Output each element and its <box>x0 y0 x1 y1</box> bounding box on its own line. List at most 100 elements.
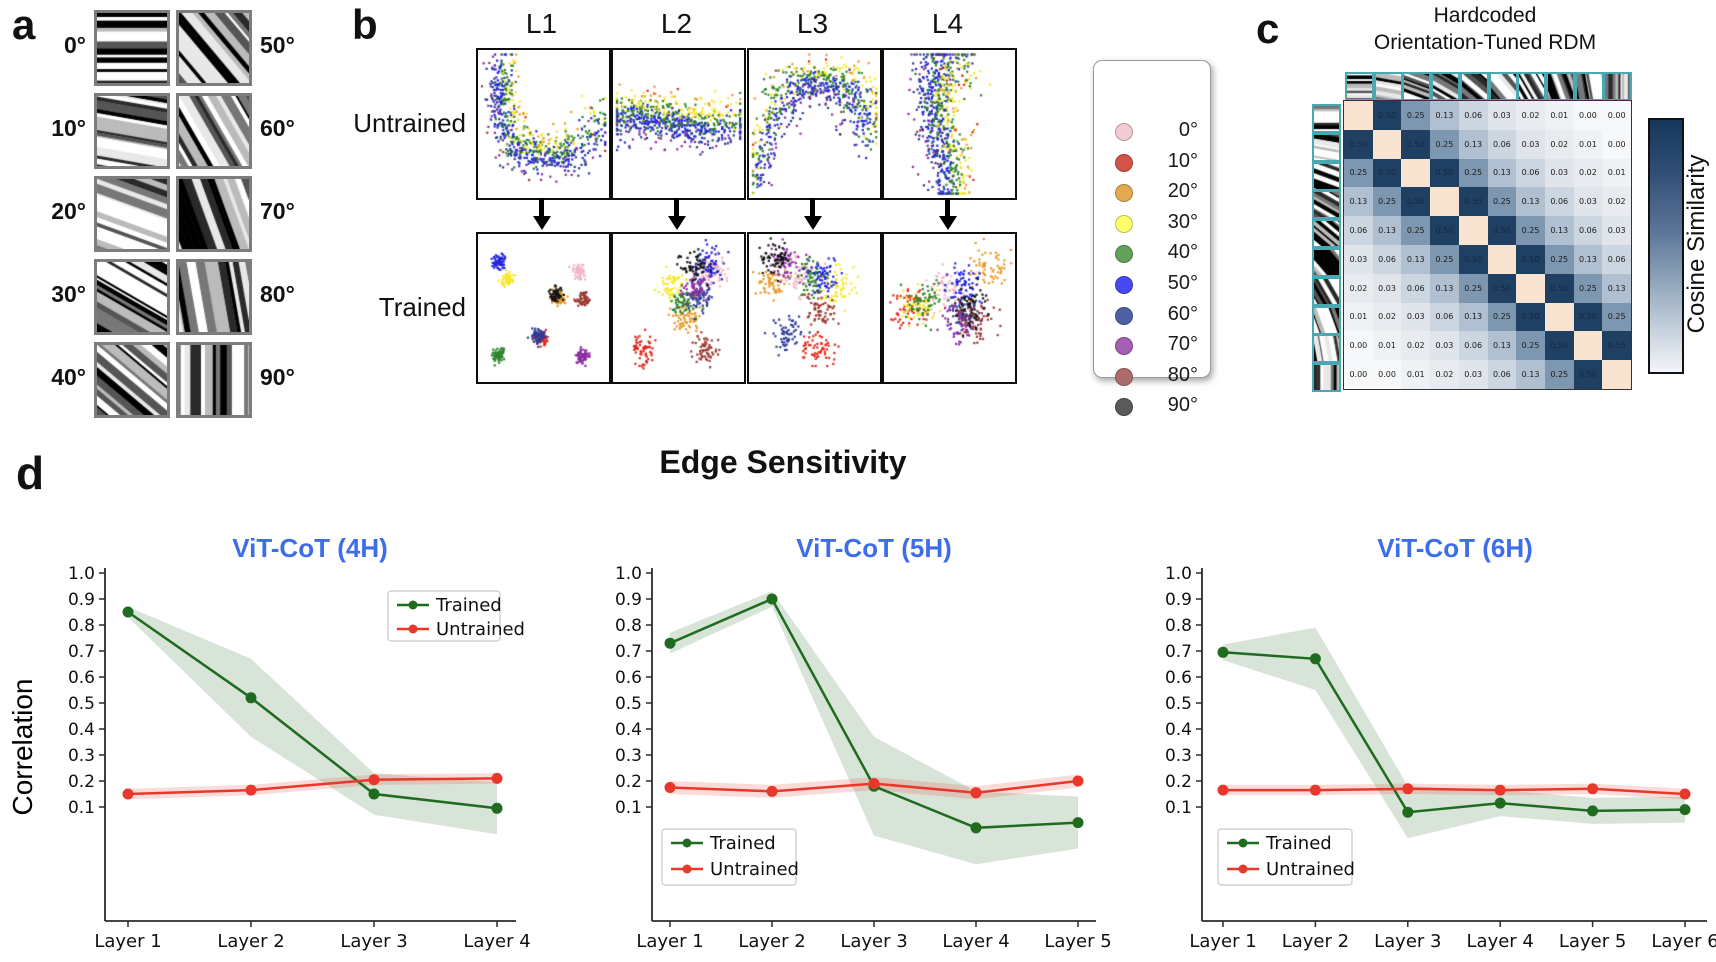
rdm-cell: 0.25 <box>1602 302 1631 332</box>
chart-title: ViT-CoT (6H) <box>1377 533 1533 563</box>
legend-item-label: 40° <box>1167 241 1198 264</box>
rdm-top-thumb-0deg <box>1345 72 1374 101</box>
rdm-left-thumb-30deg <box>1312 190 1341 220</box>
trained-band <box>128 606 497 835</box>
tsne-untrained-L3-scatter <box>749 50 880 198</box>
orientation-legend: 0° 10° 20° 30° 40° 50° 60° 70° 80° 90° <box>1093 60 1211 417</box>
tsne-untrained-L1 <box>476 48 611 200</box>
down-arrow-icon <box>674 198 679 217</box>
rdm-cell: 0.50 <box>1401 129 1431 159</box>
grating-70deg-sample <box>179 179 249 249</box>
rdm-cell: 0.00 <box>1344 360 1373 389</box>
grating-tile <box>176 93 252 169</box>
rdm-top-thumb-30deg <box>1431 72 1461 101</box>
rdm-cell: 0.25 <box>1344 158 1373 188</box>
y-tick-label: 0.9 <box>1165 590 1192 610</box>
rdm-left-thumb-10deg <box>1312 132 1341 162</box>
grating-right-label: 60° <box>260 115 295 141</box>
untrained-point <box>1679 788 1691 800</box>
tsne-column-title: L2 <box>660 8 693 39</box>
rdm-cell: 0.00 <box>1602 101 1631 130</box>
rdm-cell: 0.50 <box>1458 187 1488 217</box>
rdm-left-thumb-90deg <box>1312 363 1341 393</box>
tsne-trained-L4-scatter <box>884 234 1015 382</box>
untrained-band <box>1223 783 1685 800</box>
y-tick-label: 0.4 <box>1165 720 1192 740</box>
rdm-cell: 0.03 <box>1430 331 1459 361</box>
legend-item-label: 50° <box>1167 272 1198 294</box>
down-arrow-icon <box>938 216 957 230</box>
rdm-cell: 0.13 <box>1430 101 1459 130</box>
rdm-cell: 0.50 <box>1544 273 1574 303</box>
trained-band <box>1223 627 1685 839</box>
y-tick-label: 0.2 <box>68 772 95 792</box>
rdm-cell: 0.50 <box>1458 244 1488 274</box>
rdm-cell: 0.02 <box>1372 302 1402 332</box>
panel-b-tsne: L1 L2 L3 L4 Untrained Trained 0° 10° 20° 30° 40° 50… <box>330 0 1230 417</box>
grating-tile <box>176 342 252 418</box>
rdm-cell: 0.50 <box>1487 273 1517 303</box>
rdm-cell: 0.06 <box>1458 331 1488 361</box>
tsne-untrained-L3 <box>747 48 882 200</box>
rdm-cell: 0.25 <box>1544 360 1574 389</box>
y-tick-label: 1.0 <box>1165 564 1192 584</box>
trained-point <box>491 802 503 814</box>
untrained-point <box>1217 784 1229 796</box>
rdm-cell: 0.13 <box>1430 273 1459 303</box>
down-arrow-icon <box>945 198 950 217</box>
y-tick-label: 0.8 <box>615 616 642 636</box>
down-arrow-icon <box>803 216 822 230</box>
edge-sensitivity-title: Edge Sensitivity <box>659 444 907 480</box>
legend-color-dot <box>1115 245 1133 264</box>
y-tick-label: 0.6 <box>1165 668 1192 688</box>
untrained-line <box>127 777 498 796</box>
tsne-untrained-L1-scatter <box>478 50 609 198</box>
rdm-cell: 0.50 <box>1544 331 1574 361</box>
grating-left-label: 30° <box>51 281 86 307</box>
rdm-top-thumb-70deg <box>1545 72 1575 101</box>
legend-color-dot <box>1115 398 1133 417</box>
trained-point <box>122 606 134 618</box>
y-tick-label: 0.3 <box>615 746 642 766</box>
rdm-cell <box>1516 273 1545 303</box>
rdm-cell <box>1430 187 1459 217</box>
rdm-top-thumb-40deg-grating <box>1461 74 1487 99</box>
chart-ViT-CoT (5H): ViT-CoT (5H) 1.0 0.9 0.8 0.7 0.6 0.5 0.4 0.3 0.2 0… <box>615 533 1112 952</box>
x-tick-label: Layer 1 <box>94 931 161 952</box>
down-arrow-icon <box>810 198 815 217</box>
rdm-cell: 0.13 <box>1487 158 1517 188</box>
grating-right-label: 50° <box>260 32 295 58</box>
x-tick-label: Layer 5 <box>1559 931 1626 952</box>
y-tick-label: 0.8 <box>68 616 95 636</box>
down-arrow-icon <box>667 216 686 230</box>
rdm-cell: 0.02 <box>1602 187 1631 217</box>
rdm-cell: 0.13 <box>1372 216 1402 245</box>
rdm-cell: 0.25 <box>1487 302 1517 332</box>
rdm-cell: 0.02 <box>1544 129 1574 159</box>
tsne-untrained-L2-scatter <box>613 50 744 198</box>
tsne-untrained-L4-scatter <box>884 50 1015 198</box>
rdm-cell: 0.01 <box>1573 129 1603 159</box>
rdm-cell <box>1458 216 1488 245</box>
legend-color-dot <box>1115 123 1133 141</box>
rdm-cell: 0.06 <box>1458 101 1488 130</box>
legend-point-sample <box>1238 838 1248 848</box>
rdm-cell: 0.25 <box>1458 158 1488 188</box>
grating-left-label: 40° <box>51 364 86 390</box>
down-arrow-icon <box>539 198 544 217</box>
legend-series-label: Trained <box>709 833 776 854</box>
rdm-cell: 0.01 <box>1372 331 1402 361</box>
y-tick-label: 0.7 <box>615 642 642 662</box>
y-tick-label: 0.1 <box>1165 798 1192 818</box>
grating-tile <box>176 176 252 252</box>
y-tick-label: 1.0 <box>615 564 642 584</box>
trained-point <box>1494 797 1506 809</box>
rdm-cell: 0.13 <box>1602 273 1631 303</box>
rdm-cell: 0.50 <box>1372 101 1402 130</box>
rdm-cell: 0.25 <box>1401 101 1431 130</box>
tsne-row-label-untrained: Untrained <box>353 108 466 138</box>
y-tick-label: 0.3 <box>68 746 95 766</box>
untrained-point <box>766 785 778 797</box>
rdm-left-thumb-50deg <box>1312 248 1341 277</box>
grating-tile <box>176 259 252 335</box>
